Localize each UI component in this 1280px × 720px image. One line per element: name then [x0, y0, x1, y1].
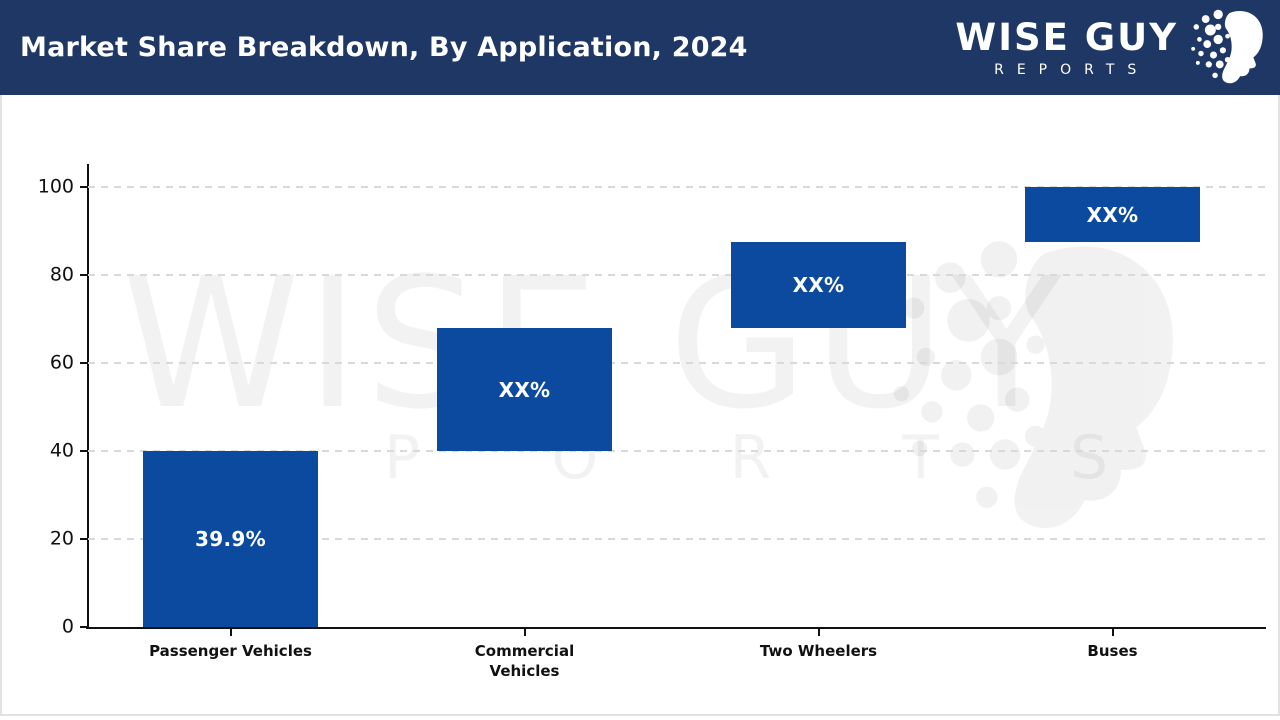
watermark-head-icon: [893, 241, 1173, 529]
y-axis-tick: [80, 626, 88, 628]
bar-value-label: XX%: [792, 272, 845, 297]
x-tick-label: Two Wheelers: [759, 642, 878, 660]
grid-line: [88, 274, 1266, 276]
grid-line: [88, 538, 1266, 540]
y-tick-label: 80: [49, 263, 74, 286]
x-axis-tick: [1111, 629, 1114, 636]
x-tick-label: Commercial Vehicles: [474, 642, 575, 681]
grid-line: [88, 450, 1266, 452]
waterfall-bar: XX%: [1025, 187, 1200, 242]
bar-value-label: XX%: [1086, 202, 1139, 227]
logo-text: WISE GUY REPORTS: [955, 19, 1178, 77]
x-tick-label: Buses: [1087, 642, 1138, 660]
y-tick-label: 40: [49, 439, 74, 462]
wise-guy-logo: WISE GUY REPORTS: [955, 4, 1272, 92]
y-axis-tick: [80, 450, 88, 452]
bar-value-label: XX%: [498, 377, 551, 402]
x-tick-label: Passenger Vehicles: [149, 642, 312, 660]
waterfall-plot: 0 20 40 60 80 100 39.9% Passenger Vehicles XX% Co…: [0, 95, 1280, 720]
waterfall-bar: XX%: [731, 242, 906, 328]
bar-value-label: 39.9%: [195, 527, 266, 552]
waterfall-bar: 39.9%: [143, 451, 318, 627]
x-axis-line: [86, 627, 1266, 629]
page-title: Market Share Breakdown, By Application, …: [20, 32, 748, 63]
header-bar: Market Share Breakdown, By Application, …: [0, 0, 1280, 95]
x-axis-tick: [229, 629, 232, 636]
logo-wordmark: WISE GUY: [955, 16, 1178, 59]
y-tick-label: 0: [61, 615, 74, 638]
waterfall-bar: XX%: [437, 327, 612, 452]
y-axis-line: [87, 164, 89, 629]
x-axis-tick: [817, 629, 820, 636]
y-axis-tick: [80, 274, 88, 276]
y-axis-tick: [80, 538, 88, 540]
y-tick-label: 100: [37, 175, 74, 198]
x-axis-tick: [523, 629, 526, 636]
y-axis-tick: [80, 362, 88, 364]
y-tick-label: 20: [49, 527, 74, 550]
y-tick-label: 60: [49, 351, 74, 374]
y-axis-tick: [80, 186, 88, 188]
logo-subtitle: REPORTS: [994, 62, 1150, 78]
grid-line: [88, 186, 1266, 188]
grid-line: [88, 362, 1266, 364]
dotted-head-profile-icon: [1191, 9, 1263, 84]
